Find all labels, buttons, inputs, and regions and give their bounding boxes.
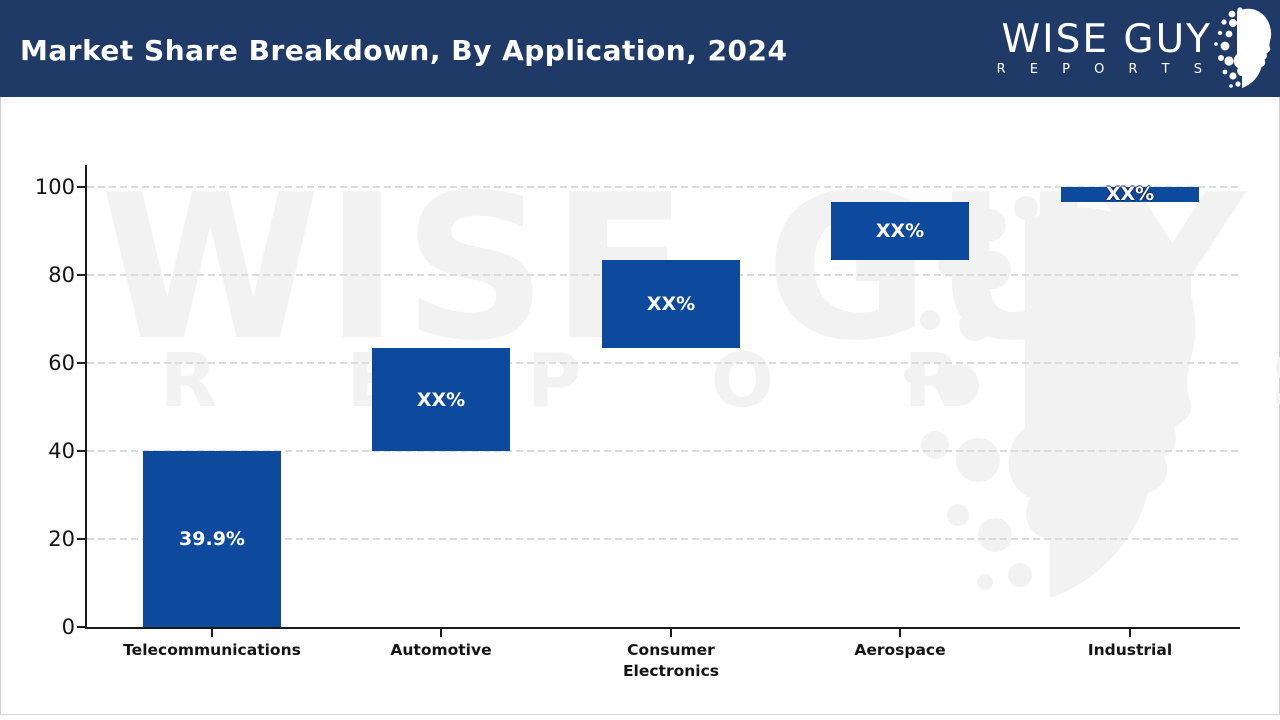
bar <box>1061 187 1199 202</box>
y-axis <box>85 165 87 629</box>
y-axis-tick <box>77 186 85 188</box>
y-axis-tick-label: 60 <box>48 351 75 375</box>
gridline <box>87 186 1240 188</box>
x-axis-category-label: Automotive <box>390 641 492 659</box>
bar <box>143 451 281 627</box>
x-axis-tick <box>211 629 213 637</box>
gridline <box>87 362 1240 364</box>
y-axis-tick <box>77 538 85 540</box>
x-axis-tick <box>1129 629 1131 637</box>
y-axis-tick <box>77 274 85 276</box>
bar <box>372 348 510 452</box>
x-axis-category-label: Consumer Electronics <box>622 641 720 680</box>
brand-logo-subtext: R E P O R T S <box>996 62 1212 77</box>
x-axis-tick <box>899 629 901 637</box>
y-axis-tick <box>77 362 85 364</box>
face-profile-icon <box>1214 7 1272 88</box>
y-axis-tick-label: 80 <box>48 263 75 287</box>
bar-value-label: XX% <box>646 293 696 316</box>
bar-value-label: XX% <box>875 220 925 242</box>
y-axis-tick-label: 100 <box>34 175 75 199</box>
gridline <box>87 450 1240 452</box>
watermark-face-icon <box>904 196 1196 598</box>
x-axis-category-label: Aerospace <box>854 641 946 659</box>
bar <box>602 260 740 349</box>
x-axis-tick <box>670 629 672 637</box>
header: Market Share Breakdown, By Application, … <box>0 0 1280 97</box>
bar-value-label: 39.9% <box>179 528 245 551</box>
x-axis-category-label: Industrial <box>1087 641 1173 659</box>
y-axis-tick-label: 40 <box>48 439 75 463</box>
brand-logo: WISE GUY R E P O R T S <box>997 20 1212 78</box>
page-title: Market Share Breakdown, By Application, … <box>20 34 788 67</box>
x-axis <box>85 627 1240 629</box>
x-axis-tick <box>440 629 442 637</box>
y-axis-tick-label: 20 <box>48 527 75 551</box>
bar-value-label: XX% <box>1105 183 1155 206</box>
bar <box>831 201 969 261</box>
gridline <box>87 538 1240 540</box>
y-axis-tick-label: 0 <box>61 615 75 639</box>
y-axis-tick <box>77 626 85 628</box>
y-axis-tick <box>77 450 85 452</box>
bar-value-label: XX% <box>416 388 466 411</box>
brand-logo-text: WISE GUY <box>1001 17 1212 62</box>
x-axis-category-label: Telecommunications <box>123 641 301 659</box>
